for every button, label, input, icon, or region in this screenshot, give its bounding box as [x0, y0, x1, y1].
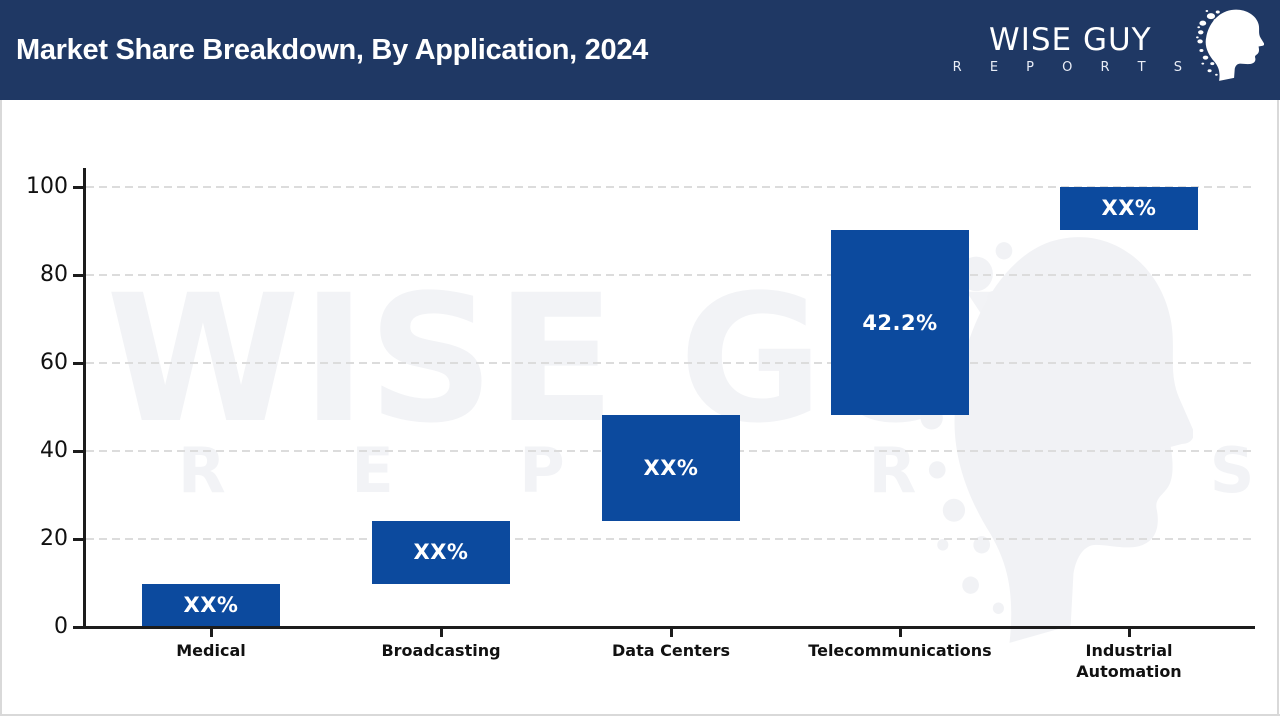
y-axis-line	[83, 168, 86, 629]
y-tick-80	[73, 274, 83, 277]
x-tick-broadcasting	[440, 629, 443, 637]
page-border-bottom	[0, 714, 1280, 716]
y-tick-label-0: 0	[54, 614, 68, 639]
bar-value-label-medical: XX%	[183, 593, 239, 618]
bar-value-label-broadcasting: XX%	[413, 540, 469, 565]
y-tick-20	[73, 538, 83, 541]
x-axis-line	[83, 626, 1255, 629]
page-title: Market Share Breakdown, By Application, …	[16, 33, 648, 66]
bar-data-centers: XX%	[602, 415, 740, 521]
x-tick-telecommunications	[899, 629, 902, 637]
y-tick-label-20: 20	[40, 526, 68, 551]
gridline-100	[86, 186, 1255, 188]
bar-value-label-industrial-automation: XX%	[1101, 196, 1157, 221]
bar-value-label-telecommunications: 42.2%	[862, 310, 938, 335]
y-tick-label-100: 100	[26, 174, 68, 199]
x-tick-data-centers	[670, 629, 673, 637]
y-tick-label-60: 60	[40, 350, 68, 375]
logo-face-icon	[1196, 9, 1264, 81]
y-tick-0	[73, 626, 83, 629]
gridline-20	[86, 538, 1255, 540]
bar-telecommunications: 42.2%	[831, 229, 969, 416]
logo-text: WISE GUY R E P O R T S	[947, 22, 1194, 76]
header-bar: Market Share Breakdown, By Application, …	[0, 0, 1280, 100]
bar-value-label-data-centers: XX%	[643, 456, 699, 481]
wise-guy-logo: WISE GUY R E P O R T S	[947, 7, 1264, 93]
gridline-80	[86, 274, 1255, 276]
x-tick-medical	[210, 629, 213, 637]
x-label-medical: Medical	[176, 641, 246, 660]
y-tick-100	[73, 186, 83, 189]
y-tick-label-80: 80	[40, 262, 68, 287]
page-border-left	[0, 100, 2, 716]
bar-industrial-automation: XX%	[1060, 187, 1198, 230]
y-tick-60	[73, 362, 83, 365]
bar-medical: XX%	[142, 583, 280, 627]
x-label-telecommunications: Telecommunications	[808, 641, 992, 660]
x-label-broadcasting: Broadcasting	[381, 641, 501, 660]
gridline-60	[86, 362, 1255, 364]
x-label-industrial-automation: Industrial Automation	[1076, 641, 1182, 681]
page-border-right	[1277, 100, 1279, 716]
y-tick-label-40: 40	[40, 438, 68, 463]
logo-subtitle: R E P O R T S	[952, 60, 1194, 75]
logo-name: WISE GUY	[989, 22, 1152, 58]
x-tick-industrial-automation	[1128, 629, 1131, 637]
x-label-data-centers: Data Centers	[612, 641, 730, 660]
y-tick-40	[73, 450, 83, 453]
bar-broadcasting: XX%	[372, 520, 510, 584]
